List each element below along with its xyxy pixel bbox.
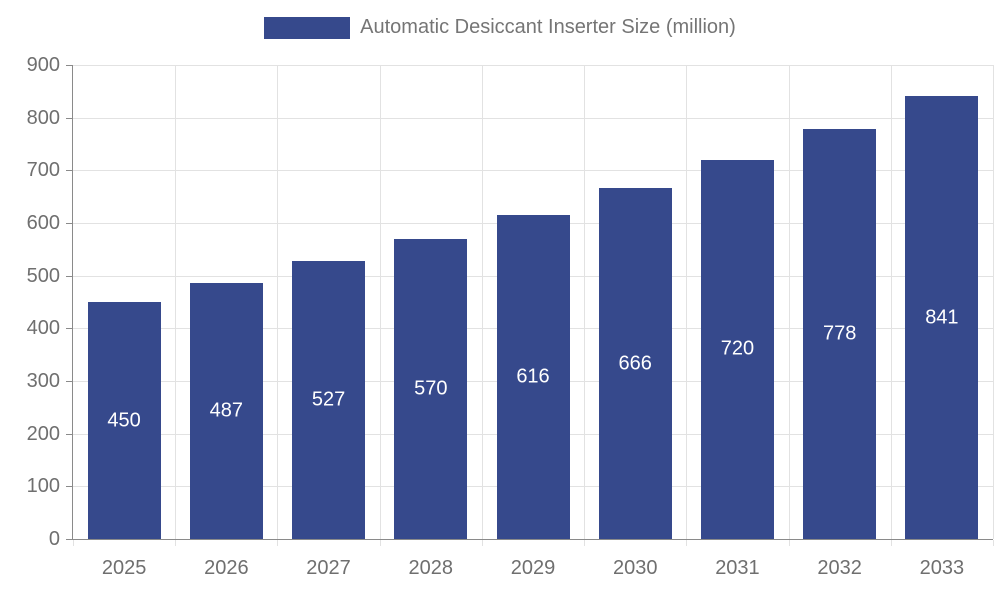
y-axis-tick-label: 100: [26, 475, 60, 498]
x-axis-tick-label: 2030: [612, 557, 658, 579]
bar: 487: [189, 282, 263, 539]
bar: 778: [803, 129, 877, 539]
y-axis-tick: [66, 65, 72, 66]
x-axis-tick: [379, 540, 381, 546]
x-axis-tick-label: 2028: [408, 557, 454, 579]
y-axis-tick: [66, 328, 72, 330]
gridline-vertical: [175, 65, 177, 539]
gridline-vertical: [890, 65, 892, 539]
y-axis-tick-label: 500: [26, 264, 60, 287]
y-axis-tick-label: 800: [26, 106, 60, 129]
y-axis-tick-label: 400: [26, 317, 60, 340]
y-axis-tick: [66, 433, 72, 435]
bar: 841: [905, 96, 979, 539]
y-axis-tick: [66, 539, 72, 540]
bar-value-label: 720: [720, 337, 755, 360]
bar-value-label: 666: [618, 352, 652, 375]
bar: 570: [394, 238, 468, 539]
y-axis-tick-label: 900: [26, 54, 60, 76]
y-axis-tick: [66, 223, 72, 224]
y-axis-tick-label: 200: [26, 422, 60, 445]
bar-value-label: 841: [925, 306, 959, 329]
x-axis-tick-label: 2027: [306, 557, 351, 579]
bar: 720: [700, 159, 774, 539]
y-axis-tick: [66, 486, 72, 488]
y-axis-tick-label: 600: [26, 212, 60, 234]
x-axis-tick: [481, 540, 483, 546]
legend-label: Automatic Desiccant Inserter Size (milli…: [360, 16, 736, 38]
bar-value-label: 778: [822, 322, 857, 345]
y-axis-tick: [66, 275, 72, 277]
bar-value-label: 487: [209, 399, 244, 422]
x-axis-tick-label: 2029: [510, 557, 556, 579]
x-axis-tick-label: 2033: [919, 557, 965, 579]
x-axis-tick: [993, 540, 994, 546]
bar: 450: [87, 302, 161, 539]
y-axis-tick: [66, 170, 72, 172]
gridline-vertical: [277, 65, 279, 539]
gridline-vertical: [379, 65, 381, 539]
x-axis-line: [72, 539, 993, 540]
x-axis-tick: [73, 540, 74, 546]
x-axis-tick-label: 2025: [101, 557, 147, 579]
plot-area: 0 100 200 300 400 500 600 700 800 900 450 2025 487 20…: [27, 55, 994, 579]
bar-value-label: 570: [414, 377, 448, 400]
bar-value-label: 527: [311, 388, 346, 411]
gridline-horizontal: [73, 65, 993, 66]
y-axis-line: [72, 65, 73, 539]
y-axis-tick-label: 300: [26, 370, 60, 392]
gridline-vertical: [993, 65, 994, 539]
x-axis-tick: [584, 540, 586, 546]
gridline-vertical: [481, 65, 483, 539]
bar-value-label: 450: [107, 409, 141, 431]
x-axis-tick-label: 2026: [204, 557, 249, 579]
x-axis-tick-label: 2031: [715, 557, 760, 579]
y-axis-tick-label: 0: [48, 528, 60, 550]
bar: 527: [292, 261, 366, 539]
x-axis-tick: [175, 540, 177, 546]
x-axis-tick: [890, 540, 892, 546]
bar: 616: [496, 214, 570, 539]
x-axis-tick: [277, 540, 279, 546]
legend-swatch: [264, 16, 351, 39]
y-axis-tick-label: 700: [26, 159, 60, 182]
x-axis-tick: [686, 540, 688, 546]
y-axis-tick: [66, 381, 72, 382]
y-axis-tick: [66, 117, 72, 119]
gridline-vertical: [788, 65, 790, 539]
gridline-vertical: [686, 65, 688, 539]
gridline-horizontal: [73, 117, 993, 119]
legend[interactable]: Automatic Desiccant Inserter Size (milli…: [0, 16, 1000, 39]
gridline-horizontal: [73, 170, 993, 172]
gridline-vertical: [584, 65, 586, 539]
x-axis-tick: [788, 540, 790, 546]
bar-value-label: 616: [516, 365, 550, 388]
x-axis-tick-label: 2032: [817, 557, 862, 579]
bar: 666: [598, 188, 672, 539]
